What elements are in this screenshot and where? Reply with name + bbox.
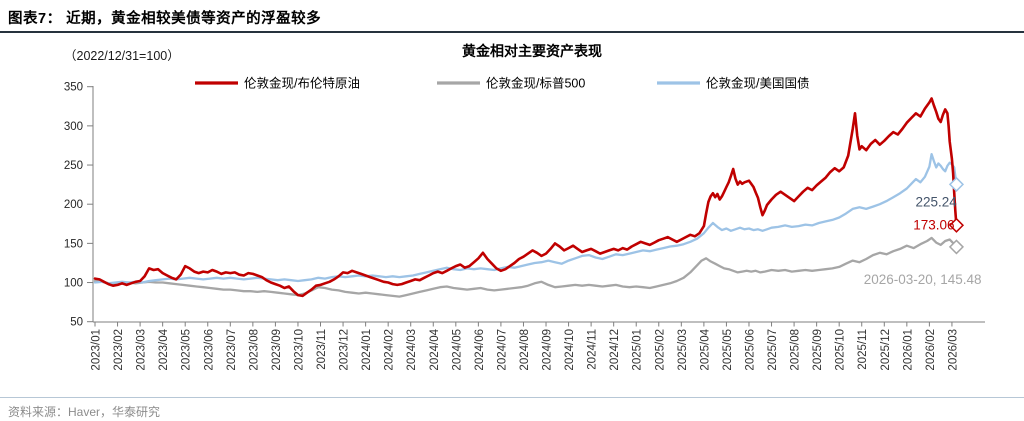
x-tick-label: 2025/08 <box>790 329 802 371</box>
x-tick-label: 2025/07 <box>767 329 779 371</box>
x-tick-label: 2025/05 <box>722 329 734 371</box>
x-tick-label: 2023/09 <box>271 329 283 371</box>
legend-label-gold-brent: 伦敦金现/布伦特原油 <box>244 76 360 91</box>
x-tick-label: 2024/09 <box>542 329 554 371</box>
x-tick-label: 2023/11 <box>316 329 328 370</box>
x-tick-label: 2024/12 <box>609 329 621 371</box>
axis-unit-label: （2022/12/31=100） <box>64 49 180 63</box>
figure-title: 图表7： 近期，黄金相较美债等资产的浮盈较多 <box>8 11 322 27</box>
x-tick-label: 2024/02 <box>384 329 396 371</box>
x-tick-label: 2025/06 <box>744 329 756 371</box>
header-divider <box>0 31 1024 33</box>
end-marker-gold-sp500 <box>948 239 965 255</box>
x-tick-label: 2023/05 <box>181 329 193 371</box>
ann-ust-value: 225.24 <box>916 195 958 210</box>
x-tick-label: 2024/04 <box>429 328 441 370</box>
y-tick-label: 300 <box>64 121 83 133</box>
x-tick-label: 2024/07 <box>496 329 508 371</box>
x-tick-label: 2025/02 <box>654 329 666 371</box>
footer-divider <box>0 397 1024 398</box>
x-tick-label: 2024/05 <box>451 329 463 371</box>
x-tick-label: 2024/01 <box>361 329 373 371</box>
chart-title: 黄金相对主要资产表现 <box>462 43 602 59</box>
x-tick-label: 2023/08 <box>248 329 260 371</box>
y-tick-label: 250 <box>64 160 83 172</box>
end-marker-gold-ust <box>948 176 965 192</box>
x-tick-label: 2023/07 <box>226 329 238 371</box>
x-tick-label: 2025/10 <box>835 329 847 371</box>
x-tick-label: 2024/03 <box>406 329 418 371</box>
x-tick-label: 2025/04 <box>699 328 711 370</box>
y-tick-label: 350 <box>64 82 83 94</box>
x-tick-label: 2024/06 <box>474 329 486 371</box>
x-tick-label: 2025/09 <box>812 329 824 371</box>
ann-sp500-date: 2026-03-20, 145.48 <box>864 272 982 287</box>
x-tick-label: 2025/01 <box>632 329 644 371</box>
x-tick-label: 2023/06 <box>203 329 215 371</box>
x-tick-label: 2025/12 <box>880 329 892 371</box>
ann-brent-value: 173.06 <box>913 217 954 232</box>
x-tick-label: 2025/11 <box>857 329 869 370</box>
source-note: 资料来源：Haver，华泰研究 <box>8 405 161 419</box>
x-tick-label: 2025/03 <box>677 329 689 371</box>
legend-label-gold-ust: 伦敦金现/美国国债 <box>706 76 809 91</box>
x-tick-label: 2023/01 <box>91 329 103 371</box>
x-tick-label: 2023/02 <box>113 329 125 371</box>
y-tick-label: 150 <box>64 238 83 250</box>
x-tick-label: 2023/04 <box>158 328 170 370</box>
series-line-gold-brent <box>93 97 958 298</box>
x-tick-label: 2023/10 <box>293 329 305 371</box>
x-tick-label: 2023/03 <box>136 329 148 371</box>
x-tick-label: 2023/12 <box>339 329 351 371</box>
x-tick-label: 2024/08 <box>519 329 531 371</box>
x-tick-label: 2026/02 <box>925 329 937 371</box>
end-marker-gold-brent <box>948 217 965 233</box>
series-line-gold-ust <box>93 152 958 285</box>
legend-label-gold-sp500: 伦敦金现/标普500 <box>486 76 585 91</box>
x-tick-label: 2026/01 <box>902 329 914 371</box>
x-tick-label: 2026/03 <box>947 329 959 371</box>
x-tick-label: 2024/11 <box>587 329 599 370</box>
y-tick-label: 50 <box>70 317 83 329</box>
series-line-gold-sp500 <box>93 236 958 298</box>
x-tick-label: 2024/10 <box>564 329 576 371</box>
y-tick-label: 200 <box>64 199 83 211</box>
y-tick-label: 100 <box>64 278 83 290</box>
